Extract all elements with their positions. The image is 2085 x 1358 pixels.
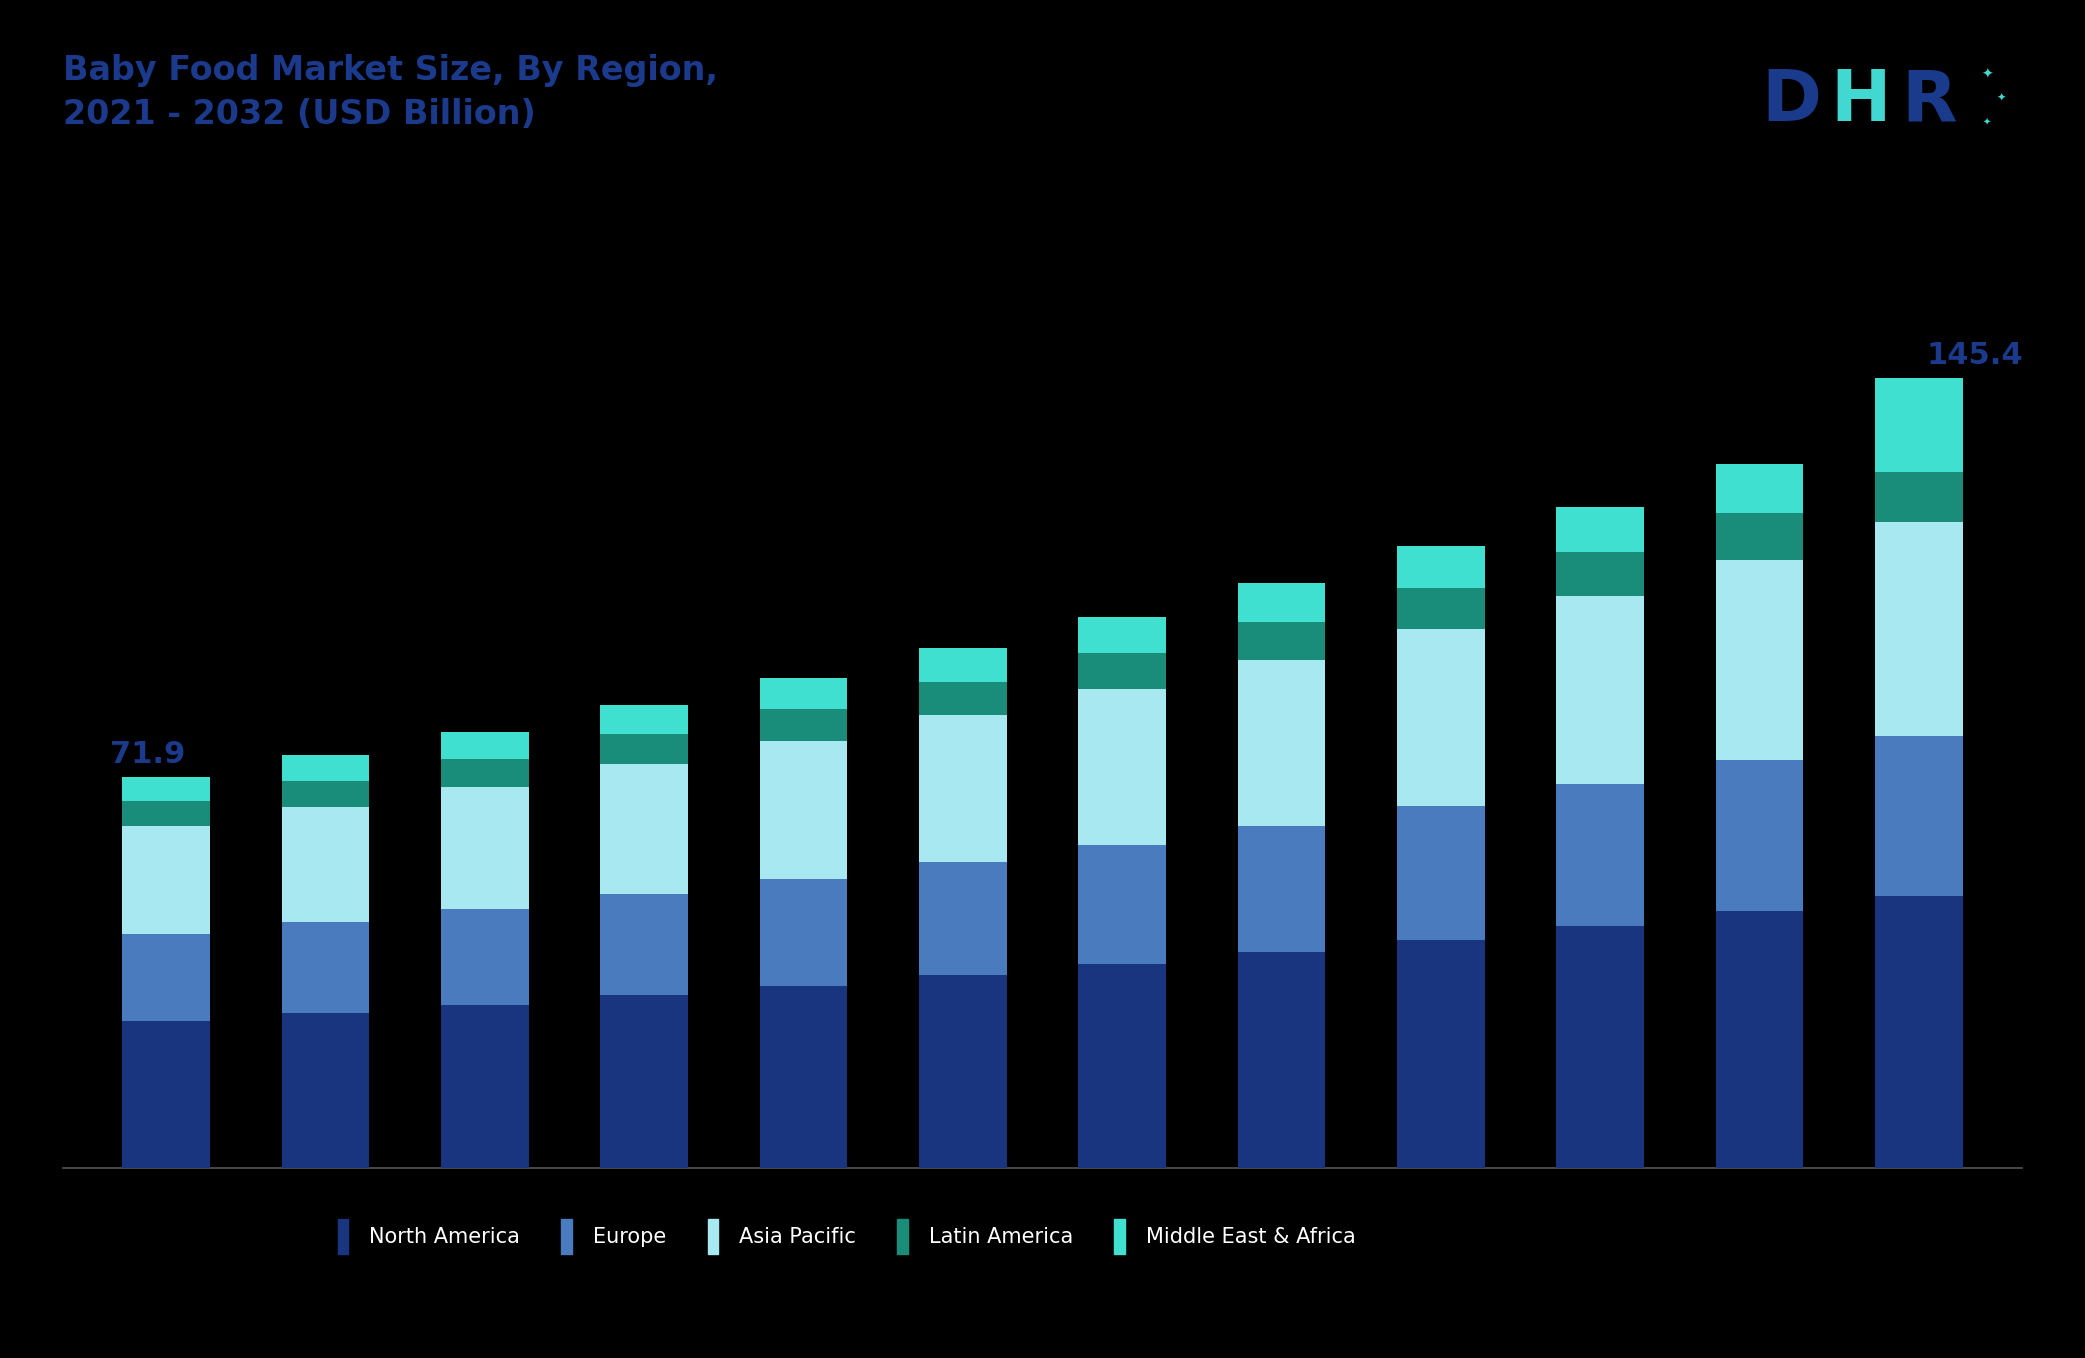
Bar xyxy=(1716,464,1804,513)
Bar xyxy=(1555,596,1643,784)
Bar xyxy=(123,801,211,826)
Bar xyxy=(759,879,847,986)
Bar xyxy=(1716,513,1804,559)
Bar xyxy=(1555,784,1643,926)
Text: D: D xyxy=(1762,68,1822,136)
Text: R: R xyxy=(1902,68,1958,136)
Bar xyxy=(1397,546,1485,588)
Bar xyxy=(1238,583,1326,622)
Bar xyxy=(919,716,1007,862)
Bar xyxy=(281,922,369,1013)
Bar xyxy=(442,1005,530,1168)
Bar xyxy=(123,1021,211,1168)
Legend: North America, Europe, Asia Pacific, Latin America, Middle East & Africa: North America, Europe, Asia Pacific, Lat… xyxy=(329,1210,1364,1262)
Bar xyxy=(1397,588,1485,629)
Bar xyxy=(1397,805,1485,940)
Bar xyxy=(1238,622,1326,660)
Bar xyxy=(1078,653,1166,689)
Bar xyxy=(1716,911,1804,1168)
Bar xyxy=(1238,660,1326,826)
Bar xyxy=(442,786,530,909)
Bar xyxy=(759,709,847,741)
Bar xyxy=(1238,826,1326,952)
Bar xyxy=(1874,736,1962,896)
Bar xyxy=(442,732,530,759)
Text: ✦: ✦ xyxy=(1981,68,1993,81)
Bar xyxy=(919,975,1007,1168)
Bar xyxy=(1874,521,1962,736)
Bar xyxy=(919,648,1007,682)
Bar xyxy=(442,759,530,786)
Bar xyxy=(281,781,369,807)
Bar xyxy=(600,894,688,995)
Bar xyxy=(1874,378,1962,473)
Bar xyxy=(281,807,369,922)
Bar xyxy=(123,777,211,801)
Bar xyxy=(1874,896,1962,1168)
Text: ✦: ✦ xyxy=(1983,117,1991,128)
Bar xyxy=(1874,473,1962,521)
Bar xyxy=(1555,553,1643,596)
Bar xyxy=(1397,629,1485,805)
Text: 145.4: 145.4 xyxy=(1927,341,2022,369)
Bar xyxy=(123,934,211,1021)
Bar xyxy=(600,705,688,735)
Bar xyxy=(1238,952,1326,1168)
Bar xyxy=(759,678,847,709)
Bar xyxy=(1078,845,1166,964)
Bar xyxy=(600,735,688,763)
Bar xyxy=(1555,926,1643,1168)
Bar xyxy=(1716,760,1804,911)
Text: ✦: ✦ xyxy=(1997,92,2006,103)
Bar xyxy=(1078,617,1166,653)
Bar xyxy=(600,763,688,894)
Bar xyxy=(1716,559,1804,760)
Text: 71.9: 71.9 xyxy=(111,740,186,769)
Bar xyxy=(1078,964,1166,1168)
Bar xyxy=(600,995,688,1168)
Bar xyxy=(919,862,1007,975)
Bar xyxy=(281,755,369,781)
Bar xyxy=(759,741,847,879)
Bar xyxy=(759,986,847,1168)
Bar xyxy=(1078,689,1166,845)
Bar xyxy=(281,1013,369,1168)
Bar xyxy=(1397,940,1485,1168)
Bar xyxy=(1555,507,1643,553)
Bar xyxy=(442,909,530,1005)
Text: Baby Food Market Size, By Region,
2021 - 2032 (USD Billion): Baby Food Market Size, By Region, 2021 -… xyxy=(63,54,717,130)
Bar xyxy=(123,826,211,934)
Text: H: H xyxy=(1831,68,1891,136)
Bar xyxy=(919,682,1007,716)
